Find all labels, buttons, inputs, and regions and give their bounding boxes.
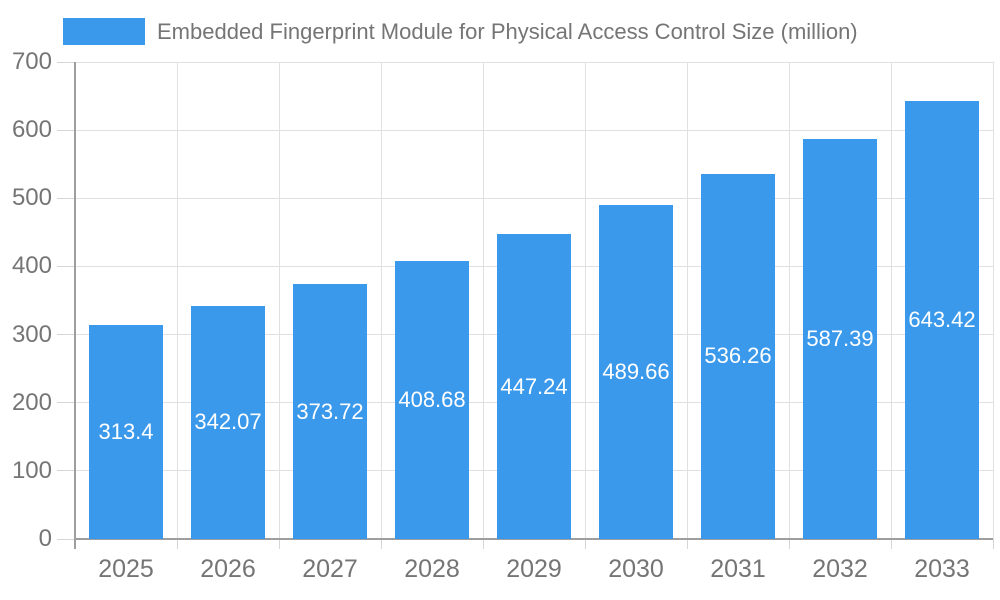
y-axis-tick <box>57 197 75 199</box>
y-axis-tick <box>57 265 75 267</box>
y-axis-label: 700 <box>11 48 52 75</box>
y-gridline <box>75 197 993 199</box>
x-gridline <box>992 62 994 539</box>
x-gridline <box>482 62 484 539</box>
x-axis-tick <box>788 539 790 549</box>
y-axis-tick <box>57 538 75 540</box>
y-axis-label: 300 <box>11 320 52 348</box>
x-axis-tick <box>584 539 586 549</box>
y-gridline <box>75 129 993 131</box>
x-axis-label: 2032 <box>812 555 868 583</box>
x-axis-label: 2030 <box>608 555 664 583</box>
legend-swatch <box>63 17 145 45</box>
x-axis-tick <box>890 539 892 549</box>
y-axis-tick <box>57 402 75 404</box>
x-axis-label: 2031 <box>710 555 766 583</box>
x-axis-tick <box>686 539 688 549</box>
x-gridline <box>380 62 382 539</box>
x-axis-label: 2025 <box>98 555 154 583</box>
y-axis-label: 500 <box>11 184 52 212</box>
x-axis-tick <box>278 539 280 549</box>
legend-label: Embedded Fingerprint Module for Physical… <box>157 18 858 44</box>
y-axis-label: 0 <box>38 525 52 552</box>
bar-value-label: 587.39 <box>806 325 874 351</box>
x-gridline <box>278 62 280 539</box>
x-axis-tick <box>380 539 382 549</box>
legend-item[interactable]: Embedded Fingerprint Module for Physical… <box>63 17 858 45</box>
x-axis-tick <box>482 539 484 549</box>
bar-2033[interactable] <box>905 100 979 539</box>
bar-2025[interactable] <box>89 325 163 539</box>
bar-value-label: 342.07 <box>194 409 262 435</box>
x-axis-tick <box>992 539 994 549</box>
x-gridline <box>176 62 178 539</box>
bar-2032[interactable] <box>803 138 877 539</box>
bar-2031[interactable] <box>701 173 775 539</box>
x-gridline <box>788 62 790 539</box>
x-axis-label: 2029 <box>506 555 562 583</box>
bar-2029[interactable] <box>497 234 571 539</box>
x-gridline <box>686 62 688 539</box>
y-axis-label: 100 <box>11 456 52 484</box>
y-axis-label: 400 <box>11 252 52 280</box>
bar-value-label: 373.72 <box>296 398 364 424</box>
bar-2030[interactable] <box>599 205 673 539</box>
bar-2026[interactable] <box>191 305 265 539</box>
bar-value-label: 447.24 <box>500 373 568 399</box>
bar-value-label: 536.26 <box>704 343 772 369</box>
y-axis-tick <box>57 61 75 63</box>
y-axis-label: 200 <box>11 388 52 416</box>
bar-value-label: 313.4 <box>98 419 154 445</box>
x-axis-tick <box>176 539 178 549</box>
bar-value-label: 643.42 <box>908 306 976 332</box>
y-axis-label: 600 <box>11 116 52 144</box>
x-axis-label: 2028 <box>404 555 460 583</box>
bar-value-label: 489.66 <box>602 359 670 385</box>
x-axis-line <box>75 538 993 540</box>
y-axis-tick <box>57 129 75 131</box>
y-axis-tick <box>57 470 75 472</box>
x-axis-label: 2027 <box>302 555 358 583</box>
x-gridline <box>584 62 586 539</box>
x-axis-label: 2026 <box>200 555 256 583</box>
bar-2027[interactable] <box>293 284 367 539</box>
y-gridline <box>75 61 993 63</box>
y-axis-tick <box>57 334 75 336</box>
x-gridline <box>890 62 892 539</box>
y-axis-line <box>74 62 76 549</box>
bar-2028[interactable] <box>395 260 469 539</box>
bar-value-label: 408.68 <box>398 386 466 412</box>
x-axis-label: 2033 <box>914 555 970 583</box>
